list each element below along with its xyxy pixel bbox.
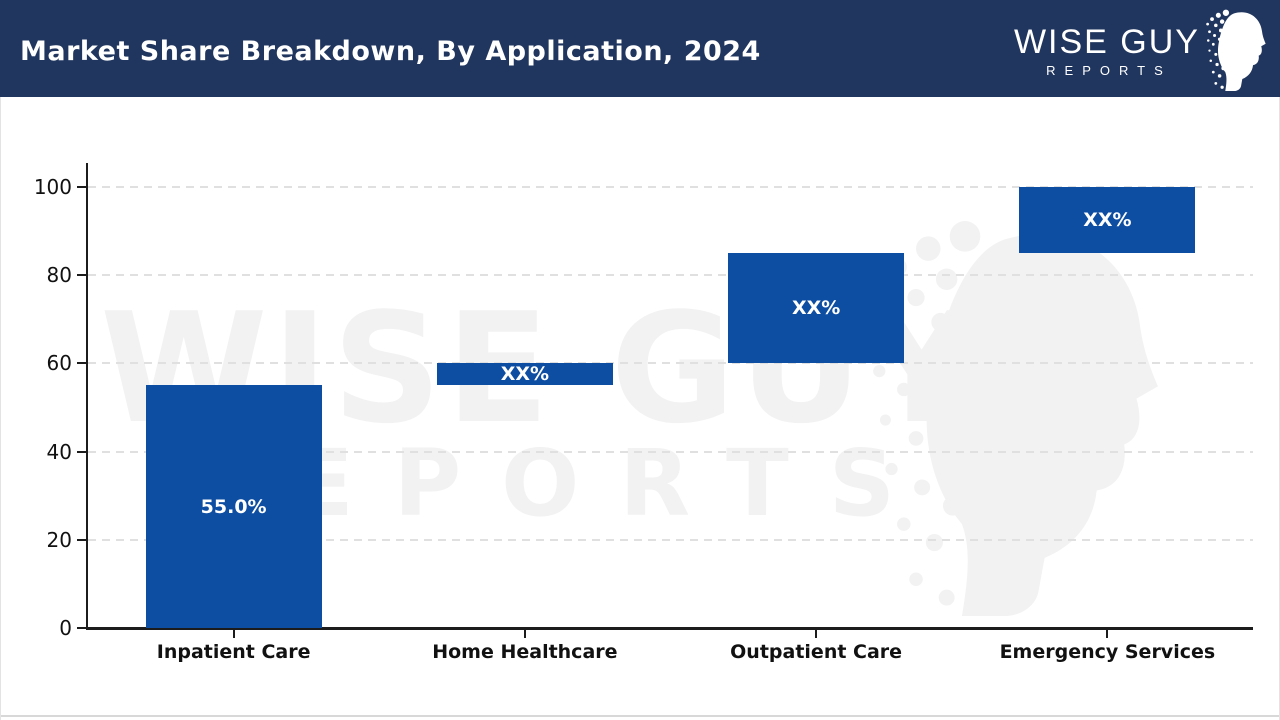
y-tick-label: 60 [46, 351, 72, 376]
x-tick [232, 630, 235, 638]
bar-emergency-services: XX% [1019, 187, 1196, 254]
logo: WISE GUY REPORTS [1014, 8, 1268, 92]
y-tick-label: 40 [46, 439, 72, 464]
bar-home-healthcare: XX% [436, 363, 613, 386]
bar-inpatient-care: 55.0% [145, 385, 322, 628]
y-tick-label: 100 [33, 175, 72, 199]
x-tick [523, 630, 526, 638]
chart-title: Market Share Breakdown, By Application, … [20, 36, 761, 67]
category-label-emergency-services: Emergency Services [999, 641, 1216, 663]
y-tick-label: 20 [46, 527, 72, 552]
gridline [88, 186, 1253, 188]
logo-text: WISE GUY REPORTS [1014, 23, 1200, 78]
left-edge [0, 97, 1, 720]
x-axis-line [86, 627, 1253, 630]
bar-value-label: XX% [1083, 209, 1132, 232]
x-tick [1106, 630, 1109, 638]
logo-subtext: REPORTS [1046, 62, 1172, 78]
y-tick [77, 274, 86, 277]
bar-value-label: XX% [500, 363, 550, 386]
category-label-outpatient-care: Outpatient Care [730, 641, 903, 663]
bar-value-label: XX% [791, 297, 841, 320]
gridline [88, 362, 1253, 365]
y-tick-label: 80 [46, 263, 72, 288]
y-tick-label: 0 [59, 616, 72, 640]
y-axis-line [86, 163, 88, 628]
gridline [88, 450, 1253, 453]
y-tick [77, 538, 86, 541]
logo-wordmark: WISE GUY [1013, 22, 1200, 61]
gridline [88, 274, 1253, 277]
bottom-divider [0, 715, 1280, 717]
category-label-inpatient-care: Inpatient Care [156, 641, 311, 663]
y-tick [77, 627, 86, 629]
header: Market Share Breakdown, By Application, … [0, 0, 1280, 97]
x-tick [815, 630, 818, 638]
gridline [88, 538, 1253, 541]
bar-outpatient-care: XX% [728, 253, 905, 364]
category-label-home-healthcare: Home Healthcare [432, 641, 618, 663]
bar-value-label: 55.0% [200, 495, 267, 518]
y-tick [77, 186, 86, 188]
y-tick [77, 362, 86, 365]
y-tick [77, 450, 86, 453]
